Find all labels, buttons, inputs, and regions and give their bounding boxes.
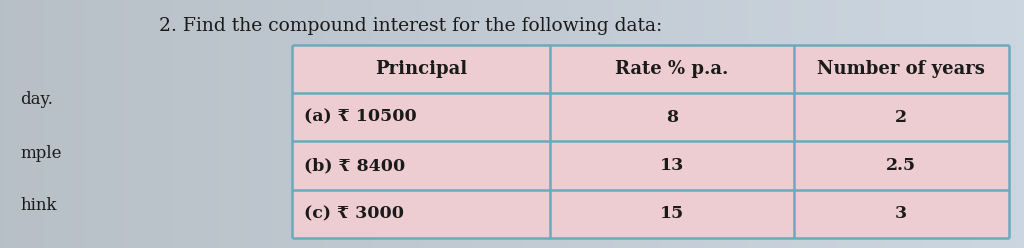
Text: mple: mple bbox=[20, 145, 62, 162]
Text: 2: 2 bbox=[895, 109, 907, 126]
Text: (b) ₹ 8400: (b) ₹ 8400 bbox=[304, 157, 406, 174]
Text: 3: 3 bbox=[895, 205, 907, 222]
Text: 2.5: 2.5 bbox=[886, 157, 916, 174]
Text: 2. Find the compound interest for the following data:: 2. Find the compound interest for the fo… bbox=[159, 17, 662, 35]
Text: (c) ₹ 3000: (c) ₹ 3000 bbox=[304, 205, 404, 222]
Text: day.: day. bbox=[20, 91, 53, 108]
Text: hink: hink bbox=[20, 197, 57, 214]
Text: 13: 13 bbox=[659, 157, 684, 174]
Text: 8: 8 bbox=[666, 109, 678, 126]
Text: Number of years: Number of years bbox=[817, 60, 985, 78]
Text: (a) ₹ 10500: (a) ₹ 10500 bbox=[304, 109, 417, 126]
Text: Principal: Principal bbox=[375, 60, 467, 78]
Text: 15: 15 bbox=[659, 205, 684, 222]
Text: Rate % p.a.: Rate % p.a. bbox=[615, 60, 728, 78]
Bar bbox=[292, 45, 1009, 238]
